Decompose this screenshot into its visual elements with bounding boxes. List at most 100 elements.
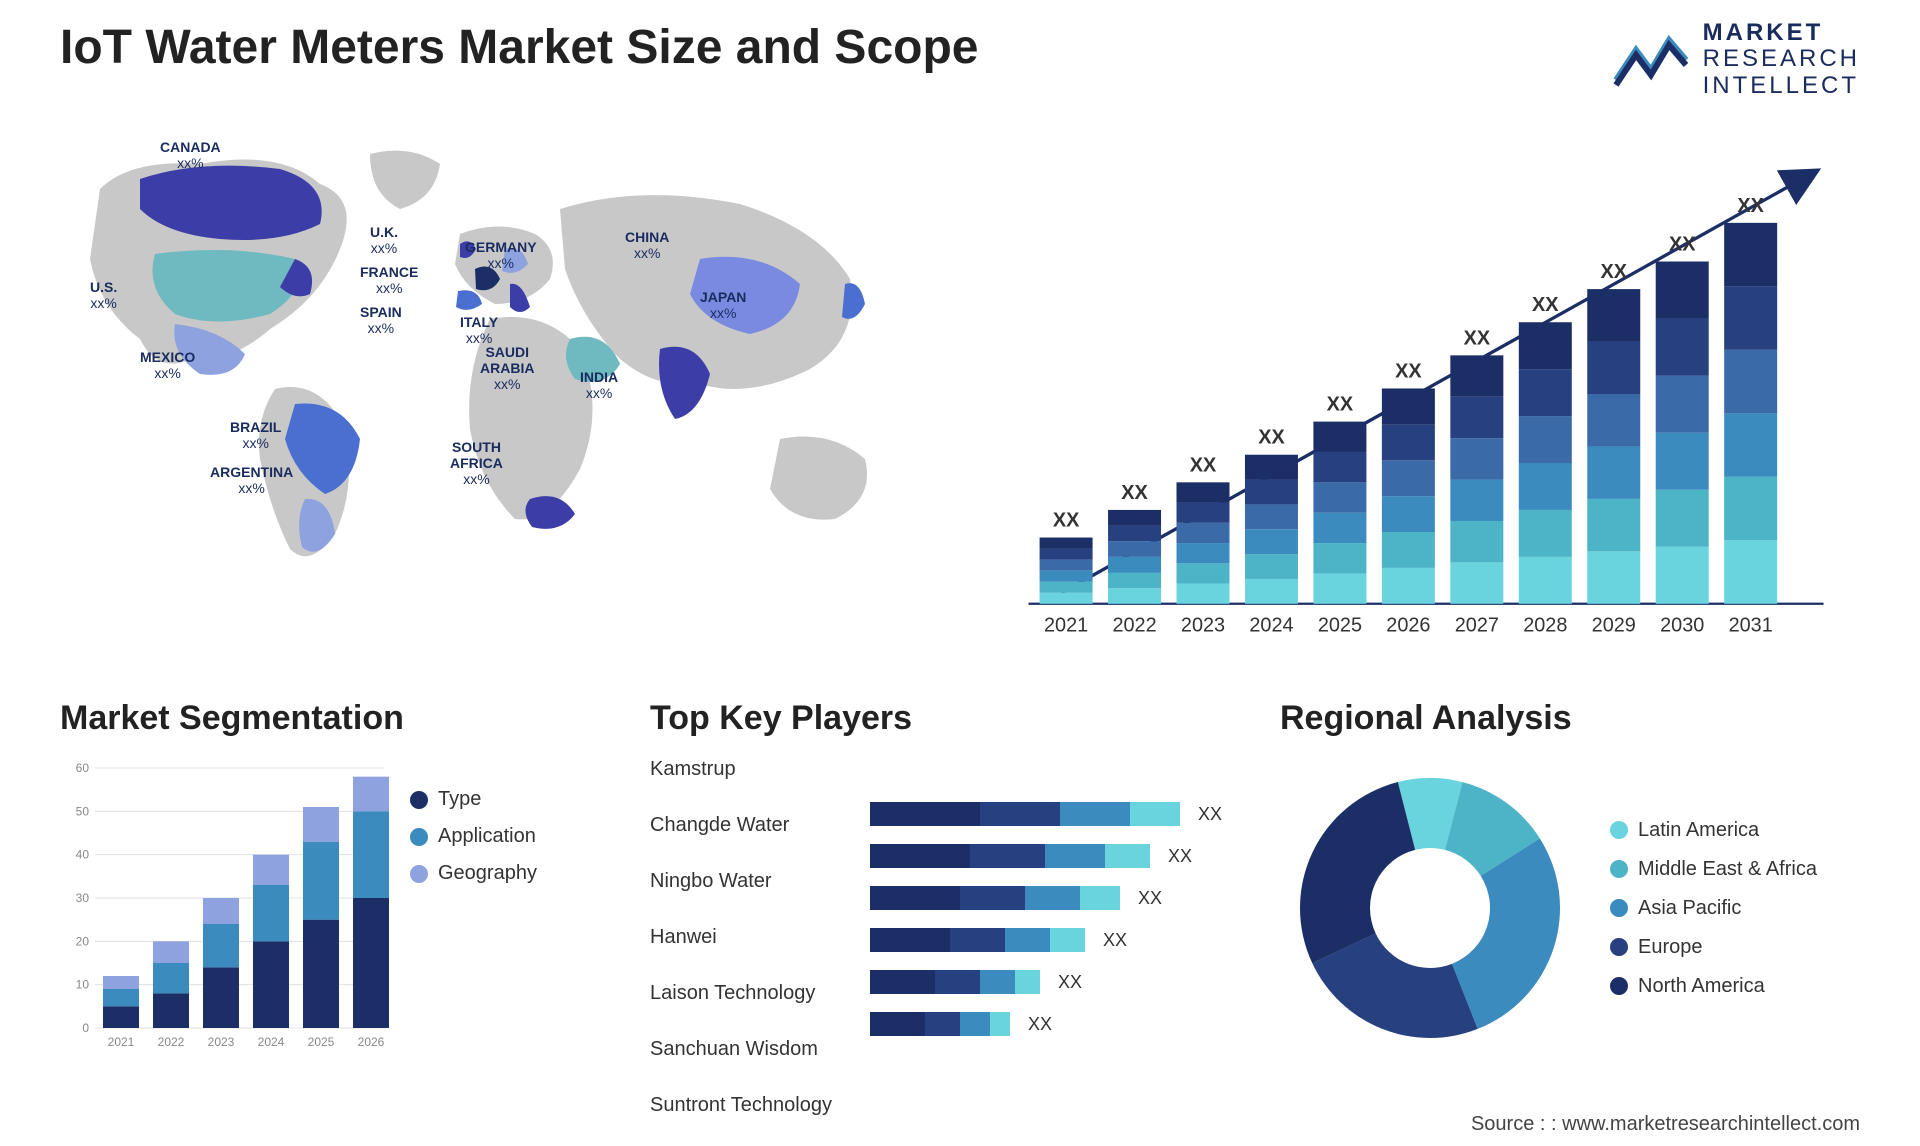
seg-xtick: 2026 (358, 1035, 385, 1049)
map-label-canada: CANADAxx% (160, 139, 221, 171)
player-bar-seg (980, 970, 1015, 994)
yearly-bar-seg (1724, 223, 1777, 286)
player-bar-seg (970, 844, 1045, 868)
yearly-bar-seg (1519, 557, 1572, 604)
player-bar-seg (925, 1012, 960, 1036)
legend-dot (1610, 977, 1628, 995)
yearly-bar-seg (1519, 416, 1572, 463)
seg-bar-seg (253, 855, 289, 885)
player-bar-seg (1015, 970, 1040, 994)
seg-bar-seg (153, 963, 189, 993)
seg-bar-seg (103, 976, 139, 989)
seg-xtick: 2021 (108, 1035, 135, 1049)
bottom-row: Market Segmentation 01020304050602021202… (60, 699, 1860, 1079)
seg-legend-item: Application (410, 825, 537, 848)
legend-dot (1610, 938, 1628, 956)
player-bar-seg (960, 886, 1025, 910)
yearly-bar-seg (1519, 510, 1572, 557)
map-label-germany: GERMANYxx% (465, 239, 537, 271)
yearly-bar-seg (1245, 529, 1298, 554)
player-bar-seg (1050, 928, 1085, 952)
yearly-bar-seg (1108, 573, 1161, 589)
seg-ytick: 30 (76, 891, 90, 905)
yearly-bar-seg (1245, 480, 1298, 505)
yearly-bar-seg (1656, 319, 1709, 376)
donut-slice (1452, 839, 1560, 1029)
seg-bar-seg (353, 898, 389, 1028)
legend-dot (410, 865, 428, 883)
yearly-bar-label: XX (1258, 427, 1285, 449)
yearly-tick: 2027 (1455, 615, 1499, 637)
region-legend-item: Middle East & Africa (1610, 858, 1817, 881)
map-label-india: INDIAxx% (580, 369, 618, 401)
yearly-bar-label: XX (1395, 361, 1422, 383)
yearly-bar-seg (1587, 342, 1640, 394)
yearly-tick: 2021 (1044, 615, 1088, 637)
yearly-bar-seg (1656, 547, 1709, 604)
yearly-bar-seg (1245, 579, 1298, 604)
seg-bar-seg (203, 898, 239, 924)
players-labels: KamstrupChangde WaterNingbo WaterHanweiL… (650, 758, 850, 1136)
seg-xtick: 2025 (308, 1035, 335, 1049)
map-label-spain: SPAINxx% (360, 304, 402, 336)
yearly-bar-seg (1382, 389, 1435, 425)
yearly-bar-seg (1177, 503, 1230, 523)
player-value: XX (1103, 930, 1127, 951)
player-bar-seg (870, 886, 960, 910)
yearly-bar-seg (1313, 422, 1366, 452)
yearly-bar-seg (1313, 543, 1366, 573)
yearly-bar-seg (1587, 552, 1640, 604)
yearly-bar-seg (1587, 499, 1640, 551)
player-bar-seg (870, 844, 970, 868)
yearly-bar-seg (1656, 490, 1709, 547)
source-text: Source : : www.marketresearchintellect.c… (1471, 1113, 1860, 1136)
players-panel: Top Key Players KamstrupChangde WaterNin… (650, 699, 1250, 1079)
map-label-southafrica: SOUTHAFRICAxx% (450, 439, 503, 487)
region-legend-item: Asia Pacific (1610, 897, 1817, 920)
yearly-bar-seg (1040, 593, 1093, 604)
player-name: Changde Water (650, 814, 850, 842)
player-name: Suntront Technology (650, 1094, 850, 1122)
player-bar (870, 1012, 1010, 1036)
yearly-bar-seg (1656, 376, 1709, 433)
yearly-bar-seg (1313, 574, 1366, 604)
yearly-bar-seg (1177, 563, 1230, 583)
page-title: IoT Water Meters Market Size and Scope (60, 20, 978, 75)
seg-ytick: 20 (76, 935, 90, 949)
yearly-bar-seg (1724, 350, 1777, 413)
map-label-brazil: BRAZILxx% (230, 419, 281, 451)
yearly-bar-seg (1450, 356, 1503, 397)
player-value: XX (1058, 972, 1082, 993)
player-bar-seg (1060, 802, 1130, 826)
seg-bar-seg (353, 812, 389, 899)
yearly-chart: XX2021XX2022XX2023XX2024XX2025XX2026XX20… (970, 129, 1860, 659)
seg-bar-seg (253, 942, 289, 1029)
yearly-bar-seg (1108, 557, 1161, 573)
yearly-bar-label: XX (1737, 195, 1764, 217)
seg-ytick: 50 (76, 805, 90, 819)
yearly-bar-seg (1040, 582, 1093, 593)
player-bar-seg (950, 928, 1005, 952)
players-title: Top Key Players (650, 699, 1250, 738)
yearly-bar-label: XX (1532, 294, 1559, 316)
segmentation-panel: Market Segmentation 01020304050602021202… (60, 699, 620, 1079)
regional-donut (1280, 758, 1580, 1058)
player-value: XX (1198, 804, 1222, 825)
yearly-bar-label: XX (1190, 454, 1217, 476)
yearly-bar-seg (1382, 532, 1435, 568)
regional-title: Regional Analysis (1280, 699, 1860, 738)
map-label-italy: ITALYxx% (460, 314, 498, 346)
seg-legend-item: Geography (410, 862, 537, 885)
yearly-bar-seg (1450, 397, 1503, 438)
yearly-bar-seg (1724, 413, 1777, 476)
yearly-bar-seg (1040, 538, 1093, 549)
yearly-bar-seg (1587, 447, 1640, 499)
regional-panel: Regional Analysis Latin AmericaMiddle Ea… (1280, 699, 1860, 1079)
segmentation-legend: TypeApplicationGeography (410, 758, 537, 1058)
player-row: XX (870, 926, 1250, 954)
yearly-tick: 2030 (1660, 615, 1704, 637)
donut-wrap (1280, 758, 1580, 1058)
player-bar-seg (1105, 844, 1150, 868)
legend-dot (410, 791, 428, 809)
legend-label: Middle East & Africa (1638, 858, 1817, 881)
